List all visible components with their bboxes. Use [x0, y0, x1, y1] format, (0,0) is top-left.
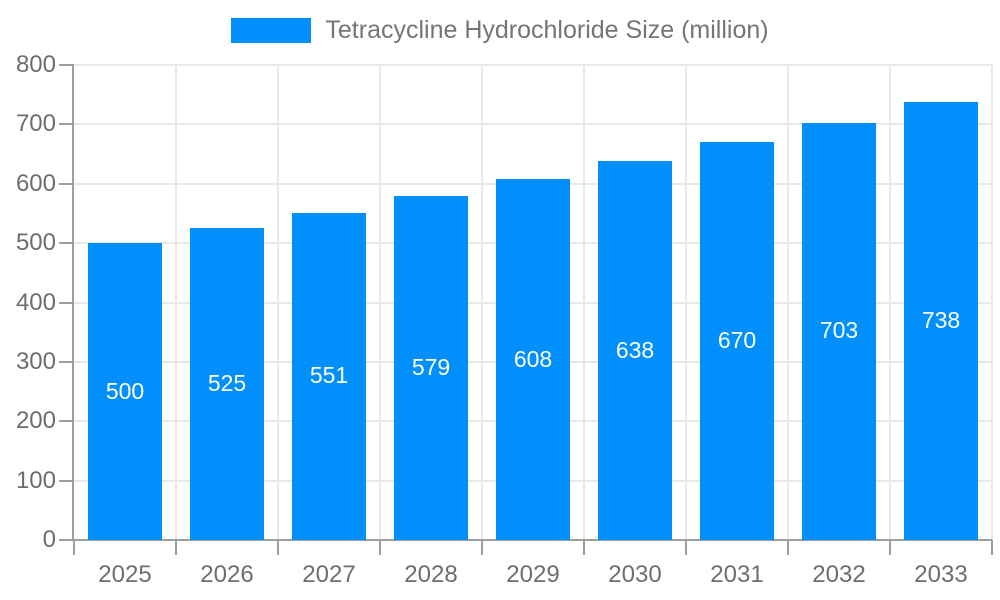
v-gridline	[481, 65, 483, 540]
x-tick-label: 2025	[98, 561, 152, 588]
x-tick	[73, 540, 75, 555]
bar-value-label: 608	[513, 345, 553, 372]
chart-legend[interactable]: Tetracycline Hydrochloride Size (million…	[0, 15, 1000, 45]
bar-value-label: 525	[207, 370, 247, 397]
h-gridline	[74, 64, 992, 66]
y-tick-label: 200	[15, 407, 56, 435]
v-gridline	[277, 65, 279, 540]
y-tick-label: 0	[42, 526, 56, 553]
y-tick	[59, 64, 74, 66]
bar-value-label: 670	[717, 327, 757, 354]
legend-label: Tetracycline Hydrochloride Size (million…	[325, 16, 769, 44]
bar-value-label: 638	[615, 336, 655, 363]
x-tick-label: 2031	[710, 561, 764, 588]
x-tick-label: 2029	[506, 561, 560, 588]
x-axis-line	[72, 539, 992, 541]
bar-value-label: 703	[819, 317, 859, 344]
bar[interactable]: 551	[292, 212, 366, 540]
bar-value-label: 738	[921, 306, 961, 333]
y-tick	[59, 360, 74, 363]
y-tick-label: 700	[15, 110, 56, 138]
y-tick-label: 500	[15, 229, 56, 257]
bar[interactable]: 703	[802, 122, 876, 540]
bar-value-label: 500	[105, 377, 145, 404]
x-tick-label: 2026	[200, 561, 254, 588]
x-tick-label: 2027	[302, 561, 356, 588]
x-tick-label: 2032	[812, 561, 866, 588]
bar[interactable]: 579	[394, 196, 468, 540]
y-tick	[59, 242, 74, 245]
x-tick	[685, 540, 687, 555]
v-gridline	[787, 65, 789, 540]
bar-value-label: 579	[411, 354, 451, 381]
bar[interactable]: 670	[700, 142, 774, 540]
x-tick-label: 2030	[608, 561, 662, 588]
v-gridline	[583, 65, 585, 540]
v-gridline	[175, 65, 177, 540]
y-tick	[59, 420, 74, 423]
y-tick-label: 400	[15, 288, 56, 316]
legend-swatch	[231, 17, 312, 43]
bar[interactable]: 608	[496, 179, 570, 540]
bar[interactable]: 500	[88, 243, 162, 540]
x-tick	[175, 540, 177, 555]
v-gridline	[991, 65, 993, 540]
y-tick-label: 300	[15, 347, 56, 375]
x-tick	[481, 540, 483, 555]
y-tick-label: 100	[15, 466, 56, 494]
h-gridline	[74, 123, 992, 126]
y-tick	[59, 479, 74, 482]
x-tick	[583, 540, 585, 555]
y-tick	[59, 539, 74, 541]
y-tick	[59, 182, 74, 185]
bar-value-label: 551	[309, 362, 349, 389]
y-tick-label: 800	[15, 51, 56, 78]
y-tick	[59, 301, 74, 304]
x-tick	[277, 540, 279, 555]
bar[interactable]: 738	[904, 101, 978, 540]
y-axis-line	[72, 65, 74, 540]
bar[interactable]: 638	[598, 161, 672, 540]
v-gridline	[685, 65, 687, 540]
x-tick	[889, 540, 891, 555]
x-tick	[991, 540, 993, 555]
x-tick-label: 2028	[404, 561, 458, 588]
bar[interactable]: 525	[190, 228, 264, 540]
y-tick-label: 600	[15, 169, 56, 197]
x-tick	[379, 540, 381, 555]
y-tick	[59, 123, 74, 126]
v-gridline	[379, 65, 381, 540]
v-gridline	[889, 65, 891, 540]
x-tick-label: 2033	[914, 561, 968, 588]
x-tick	[787, 540, 789, 555]
